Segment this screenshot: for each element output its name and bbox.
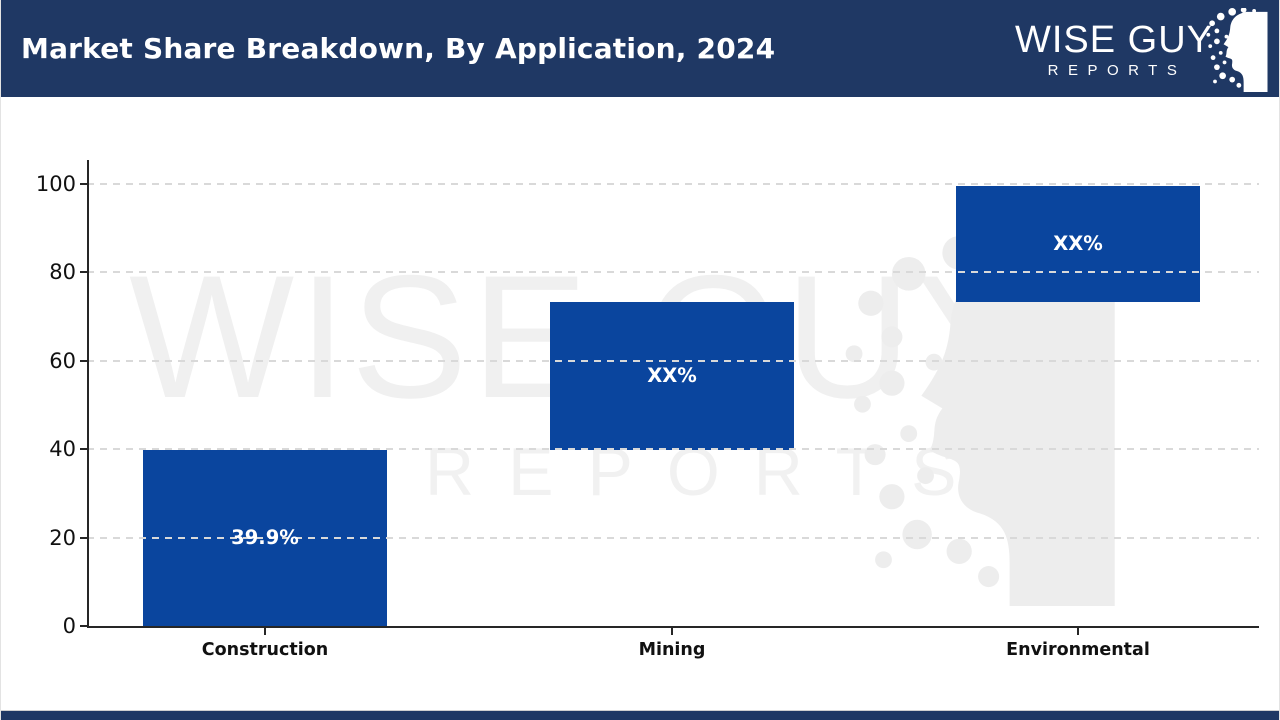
x-tick-mark: [671, 628, 673, 635]
x-tick-mark: [1077, 628, 1079, 635]
y-tick-mark: [80, 448, 87, 451]
y-tick-mark: [80, 359, 87, 362]
chart-title: Market Share Breakdown, By Application, …: [21, 32, 776, 65]
gridline-40: [87, 448, 1259, 451]
brand-subtitle: REPORTS: [1047, 62, 1187, 79]
x-tick-mark: [264, 628, 266, 635]
y-tick-label: 60: [49, 348, 76, 373]
y-tick-label: 40: [49, 437, 76, 462]
x-category-label: Construction: [201, 640, 329, 660]
gridline-80: [87, 271, 1259, 274]
bar-environmental: [956, 186, 1200, 302]
bar-value-label: XX%: [1053, 232, 1103, 256]
x-axis-line: [87, 626, 1259, 628]
brand-face-icon: [1206, 8, 1268, 92]
y-tick-label: 80: [49, 260, 76, 285]
x-category-label: Mining: [638, 640, 706, 660]
brand-logo-text: WISE GUY REPORTS: [1015, 21, 1213, 79]
header-band: Market Share Breakdown, By Application, …: [1, 0, 1279, 97]
gridline-20: [87, 536, 1259, 539]
brand-name: WISE GUY: [1014, 19, 1213, 61]
bar-value-label: XX%: [647, 363, 697, 387]
y-tick-label: 0: [62, 614, 76, 638]
y-tick-mark: [80, 625, 87, 627]
gridline-100: [87, 183, 1259, 185]
y-tick-mark: [80, 183, 87, 185]
brand-logo: WISE GUY REPORTS: [1015, 6, 1269, 94]
bar-value-label: 39.9%: [231, 525, 299, 549]
y-tick-label: 100: [35, 172, 76, 196]
y-tick-mark: [80, 271, 87, 274]
y-tick-mark: [80, 536, 87, 539]
y-axis-line: [87, 160, 89, 628]
y-tick-label: 20: [49, 525, 76, 550]
gridline-60: [87, 359, 1259, 362]
bar-mining: [550, 302, 794, 450]
footer-divider: [1, 710, 1279, 711]
footer-band: [1, 711, 1279, 720]
x-category-label: Environmental: [1006, 640, 1150, 660]
